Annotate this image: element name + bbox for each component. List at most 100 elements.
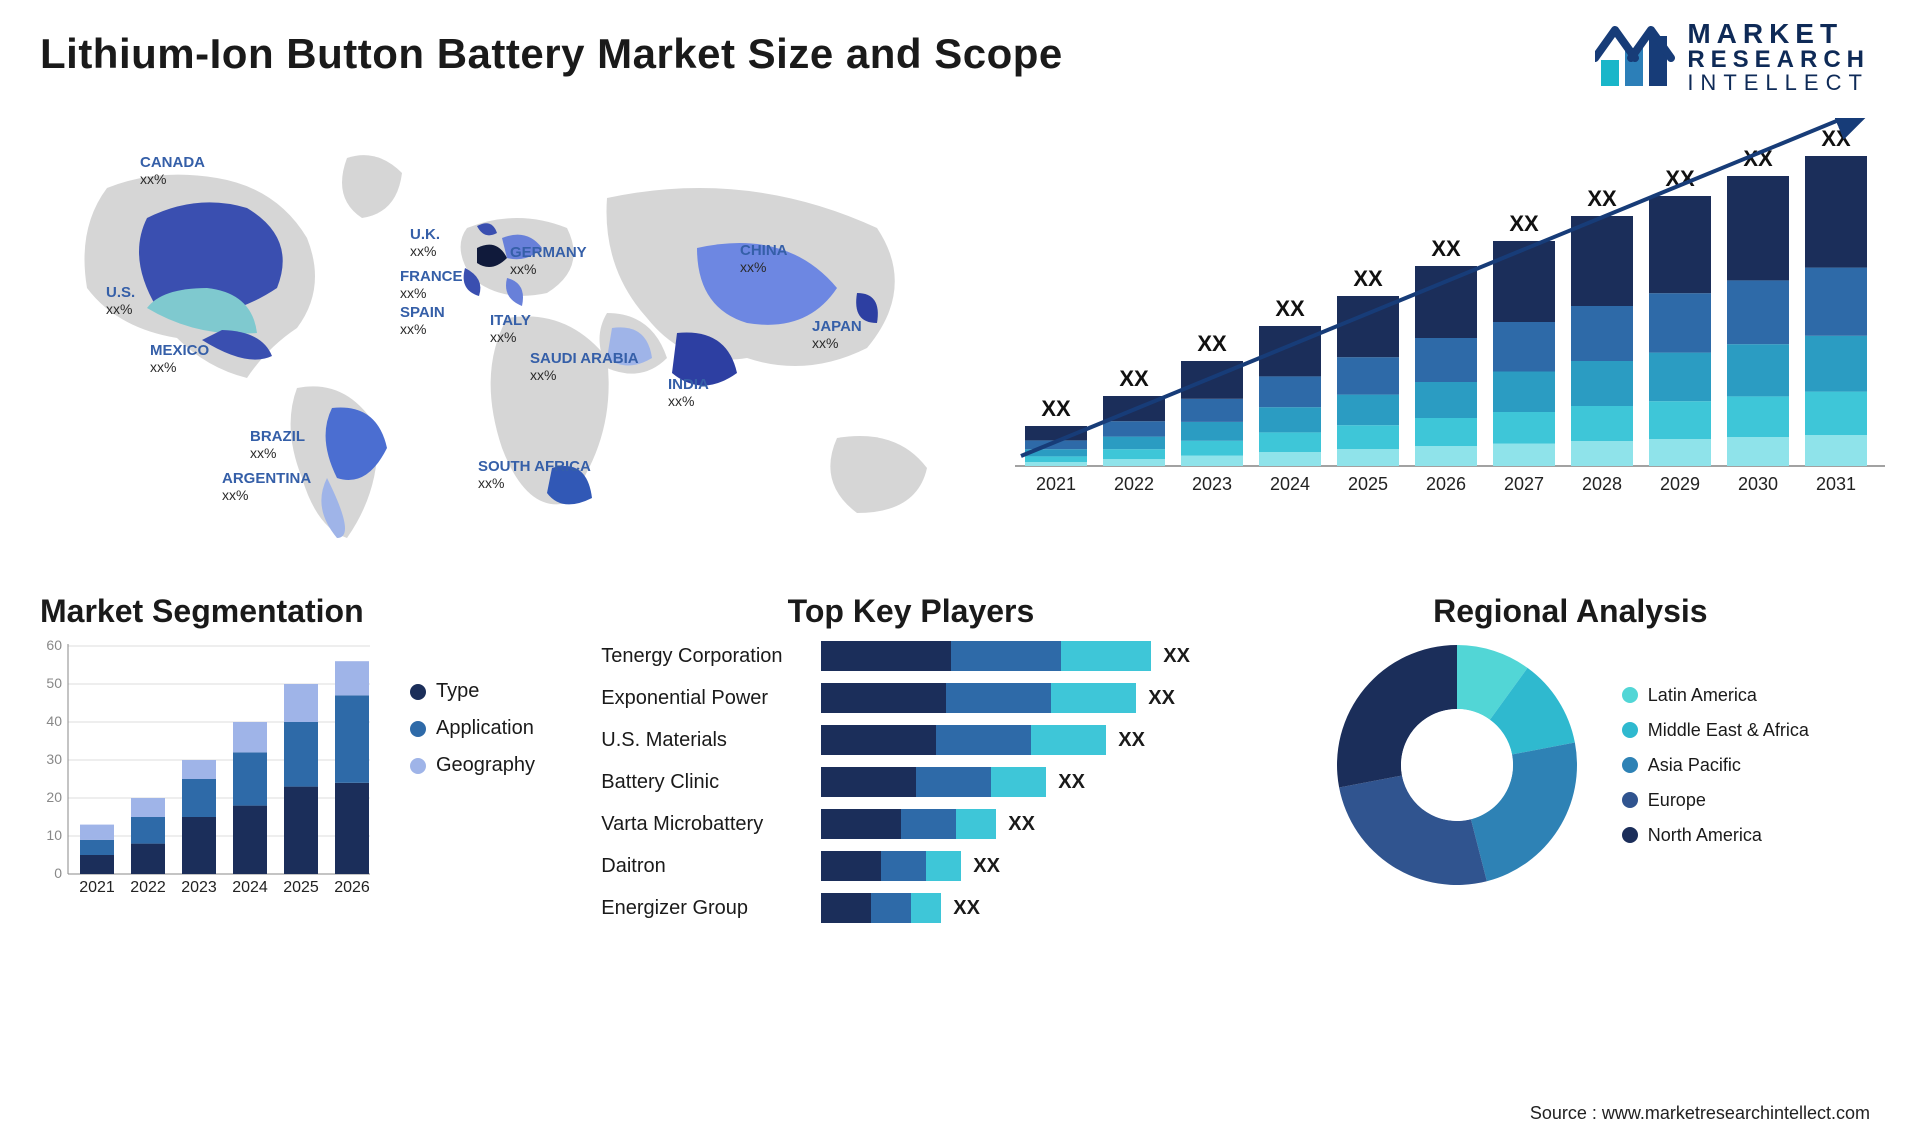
legend-item: Application — [410, 717, 535, 740]
players-panel: Top Key Players Tenergy CorporationXX Exp… — [601, 593, 1220, 924]
top-row: CANADAxx% U.S.xx% MEXICOxx% BRAZILxx% ARGENT… — [40, 118, 1880, 538]
vendor-logo: MARKET RESEARCH INTELLECT — [1595, 20, 1870, 94]
world-map-panel: CANADAxx% U.S.xx% MEXICOxx% BRAZILxx% ARGENT… — [40, 118, 985, 538]
player-label: Varta Microbattery — [601, 813, 821, 836]
svg-text:2024: 2024 — [1269, 474, 1309, 494]
segmentation-title: Market Segmentation — [40, 593, 601, 630]
logo-text: MARKET RESEARCH INTELLECT — [1687, 20, 1870, 94]
svg-text:2022: 2022 — [130, 879, 166, 896]
player-label: U.S. Materials — [601, 729, 821, 752]
player-row: Energizer Group XX — [601, 892, 1220, 924]
svg-text:2023: 2023 — [1191, 474, 1231, 494]
bottom-row: Market Segmentation 01020304050602021202… — [40, 593, 1880, 923]
player-value: XX — [953, 897, 980, 920]
svg-text:XX: XX — [1353, 266, 1383, 291]
player-row: Varta Microbattery XX — [601, 808, 1220, 840]
map-country-label: SPAINxx% — [400, 304, 445, 337]
map-country-label: SOUTH AFRICAxx% — [478, 458, 591, 491]
svg-text:50: 50 — [46, 675, 62, 691]
map-country-label: JAPANxx% — [812, 318, 862, 351]
svg-text:30: 30 — [46, 751, 62, 767]
legend-item: Europe — [1622, 790, 1809, 811]
player-row: U.S. Materials XX — [601, 724, 1220, 756]
player-bar — [821, 641, 1151, 671]
players-chart: Tenergy CorporationXX Exponential Power XX… — [601, 640, 1220, 924]
player-value: XX — [1148, 687, 1175, 710]
svg-text:2031: 2031 — [1815, 474, 1855, 494]
svg-text:XX: XX — [1821, 126, 1851, 151]
svg-text:60: 60 — [46, 640, 62, 653]
svg-text:XX: XX — [1509, 211, 1539, 236]
regional-donut — [1332, 640, 1582, 890]
svg-text:2021: 2021 — [1035, 474, 1075, 494]
svg-text:2027: 2027 — [1503, 474, 1543, 494]
player-row: Battery Clinic XX — [601, 766, 1220, 798]
svg-text:2024: 2024 — [232, 879, 268, 896]
legend-item: Middle East & Africa — [1622, 720, 1809, 741]
svg-text:XX: XX — [1197, 331, 1227, 356]
legend-item: Type — [410, 680, 535, 703]
svg-text:2022: 2022 — [1113, 474, 1153, 494]
map-country-label: ARGENTINAxx% — [222, 470, 311, 503]
player-label: Energizer Group — [601, 897, 821, 920]
map-country-label: BRAZILxx% — [250, 428, 305, 461]
player-bar — [821, 809, 996, 839]
svg-text:10: 10 — [46, 827, 62, 843]
map-country-label: U.S.xx% — [106, 284, 135, 317]
svg-text:2026: 2026 — [1425, 474, 1465, 494]
segmentation-legend: Type Application Geography — [410, 680, 535, 777]
regional-legend: Latin America Middle East & Africa Asia Pa… — [1622, 685, 1809, 846]
player-bar — [821, 851, 961, 881]
segmentation-chart: 0102030405060202120222023202420252026 — [40, 640, 400, 920]
map-country-label: CANADAxx% — [140, 154, 205, 187]
player-row: Exponential Power XX — [601, 682, 1220, 714]
svg-text:40: 40 — [46, 713, 62, 729]
player-bar — [821, 767, 1046, 797]
svg-text:2021: 2021 — [79, 879, 115, 896]
player-bar — [821, 725, 1106, 755]
svg-text:XX: XX — [1041, 396, 1071, 421]
map-country-label: MEXICOxx% — [150, 342, 209, 375]
logo-icon — [1595, 24, 1675, 90]
regional-panel: Regional Analysis Latin America Middle Ea… — [1261, 593, 1880, 890]
legend-item: Latin America — [1622, 685, 1809, 706]
legend-item: Asia Pacific — [1622, 755, 1809, 776]
player-label: Daitron — [601, 855, 821, 878]
svg-text:XX: XX — [1119, 366, 1149, 391]
svg-text:2023: 2023 — [181, 879, 217, 896]
svg-text:XX: XX — [1431, 236, 1461, 261]
player-value: XX — [1163, 645, 1190, 668]
legend-item: Geography — [410, 754, 535, 777]
map-country-label: U.K.xx% — [410, 226, 440, 259]
svg-text:2029: 2029 — [1659, 474, 1699, 494]
player-label: Battery Clinic — [601, 771, 821, 794]
player-label: Exponential Power — [601, 687, 821, 710]
map-country-label: ITALYxx% — [490, 312, 531, 345]
player-row: Daitron XX — [601, 850, 1220, 882]
svg-text:2030: 2030 — [1737, 474, 1777, 494]
map-country-label: CHINAxx% — [740, 242, 788, 275]
player-value: XX — [1058, 771, 1085, 794]
player-value: XX — [1118, 729, 1145, 752]
player-row: Tenergy CorporationXX — [601, 640, 1220, 672]
svg-text:2026: 2026 — [334, 879, 370, 896]
regional-title: Regional Analysis — [1261, 593, 1880, 630]
player-bar — [821, 683, 1136, 713]
legend-item: North America — [1622, 825, 1809, 846]
growth-chart-panel: XX 2021 XX 2022 XX 2023 XX 2024 XX 2025 XX 2026 XX 20… — [995, 118, 1880, 538]
svg-text:XX: XX — [1275, 296, 1305, 321]
growth-chart: XX 2021 XX 2022 XX 2023 XX 2024 XX 2025 XX 2026 XX 20… — [1015, 118, 1885, 508]
players-title: Top Key Players — [601, 593, 1220, 630]
source-note: Source : www.marketresearchintellect.com — [1530, 1103, 1870, 1124]
map-country-label: INDIAxx% — [668, 376, 709, 409]
svg-text:20: 20 — [46, 789, 62, 805]
map-country-label: GERMANYxx% — [510, 244, 587, 277]
svg-text:2025: 2025 — [283, 879, 319, 896]
logo-line-3: INTELLECT — [1687, 72, 1870, 94]
svg-text:2028: 2028 — [1581, 474, 1621, 494]
map-country-label: SAUDI ARABIAxx% — [530, 350, 639, 383]
player-value: XX — [973, 855, 1000, 878]
player-value: XX — [1008, 813, 1035, 836]
svg-text:2025: 2025 — [1347, 474, 1387, 494]
logo-line-2: RESEARCH — [1687, 48, 1870, 72]
